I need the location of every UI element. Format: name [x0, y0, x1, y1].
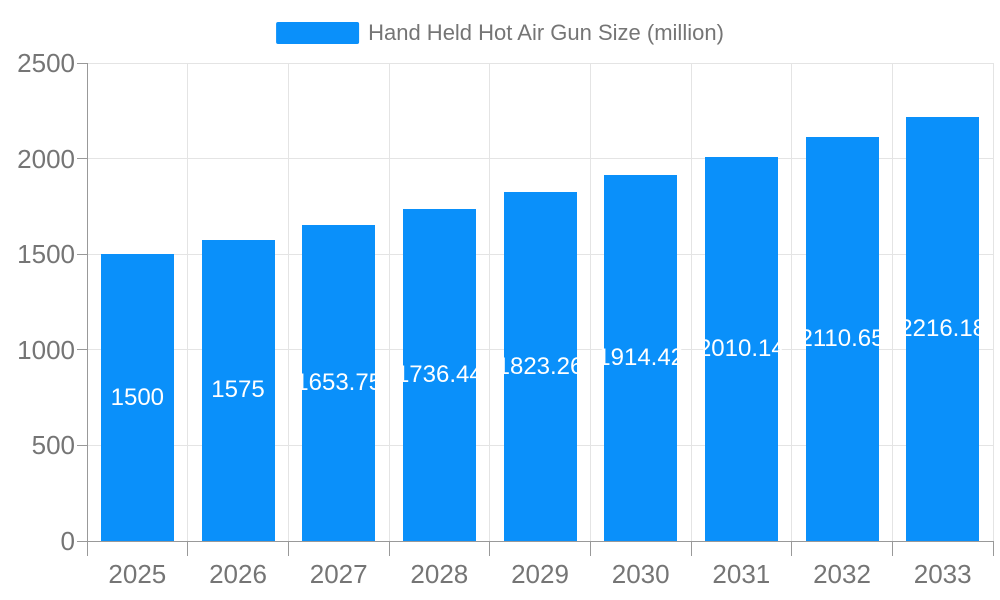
y-axis-label: 2000: [17, 143, 75, 174]
y-axis-tick: [77, 253, 87, 255]
legend-item[interactable]: Hand Held Hot Air Gun Size (million): [276, 21, 724, 45]
bar-2030[interactable]: [604, 174, 678, 541]
x-axis-label: 2028: [410, 559, 469, 589]
y-axis-label: 2500: [17, 48, 75, 78]
x-axis-label: 2025: [108, 559, 167, 589]
x-axis-tick: [187, 541, 189, 556]
legend-label: Hand Held Hot Air Gun Size (million): [368, 20, 724, 45]
bar-2027[interactable]: [302, 224, 376, 541]
x-axis-tick: [388, 541, 390, 556]
x-gridline: [690, 63, 692, 541]
bar-2028[interactable]: [402, 208, 476, 541]
x-axis-line: [77, 540, 993, 542]
x-axis-label: 2033: [913, 559, 972, 589]
x-axis-label: 2029: [511, 559, 569, 589]
x-axis-tick: [690, 541, 692, 556]
y-axis-line: [86, 63, 88, 556]
y-axis-tick: [77, 349, 87, 351]
bar-2032[interactable]: [805, 137, 879, 541]
x-axis-label: 2031: [712, 559, 771, 589]
y-axis-label: 1000: [17, 334, 75, 365]
y-axis-tick: [77, 158, 87, 160]
y-gridline: [87, 62, 993, 64]
x-axis-tick: [891, 541, 893, 556]
x-axis-label: 2026: [209, 559, 267, 589]
y-axis-tick: [77, 62, 87, 64]
x-axis-label: 2032: [813, 559, 871, 589]
bar-2033[interactable]: [906, 117, 980, 541]
y-axis-tick: [77, 444, 87, 446]
bar-2031[interactable]: [704, 156, 778, 541]
x-gridline: [489, 63, 491, 541]
bar-2025[interactable]: [100, 254, 174, 541]
x-gridline: [791, 63, 793, 541]
x-gridline: [891, 63, 893, 541]
x-gridline: [287, 63, 289, 541]
x-gridline: [992, 63, 994, 541]
bar-2026[interactable]: [201, 239, 275, 541]
x-axis-tick: [589, 541, 591, 556]
x-axis-tick: [791, 541, 793, 556]
legend-swatch: [276, 22, 360, 44]
x-axis-label: 2030: [611, 559, 670, 589]
x-gridline: [589, 63, 591, 541]
x-axis-tick: [287, 541, 289, 556]
x-axis-tick: [489, 541, 491, 556]
y-gridline: [87, 158, 993, 160]
x-gridline: [187, 63, 189, 541]
y-axis-label: 500: [31, 430, 75, 461]
y-axis-label: 0: [60, 526, 75, 556]
x-axis-label: 2027: [309, 559, 368, 589]
x-axis-tick: [992, 541, 994, 556]
bar-2029[interactable]: [503, 192, 577, 541]
y-axis-label: 1500: [17, 239, 75, 270]
x-gridline: [388, 63, 390, 541]
